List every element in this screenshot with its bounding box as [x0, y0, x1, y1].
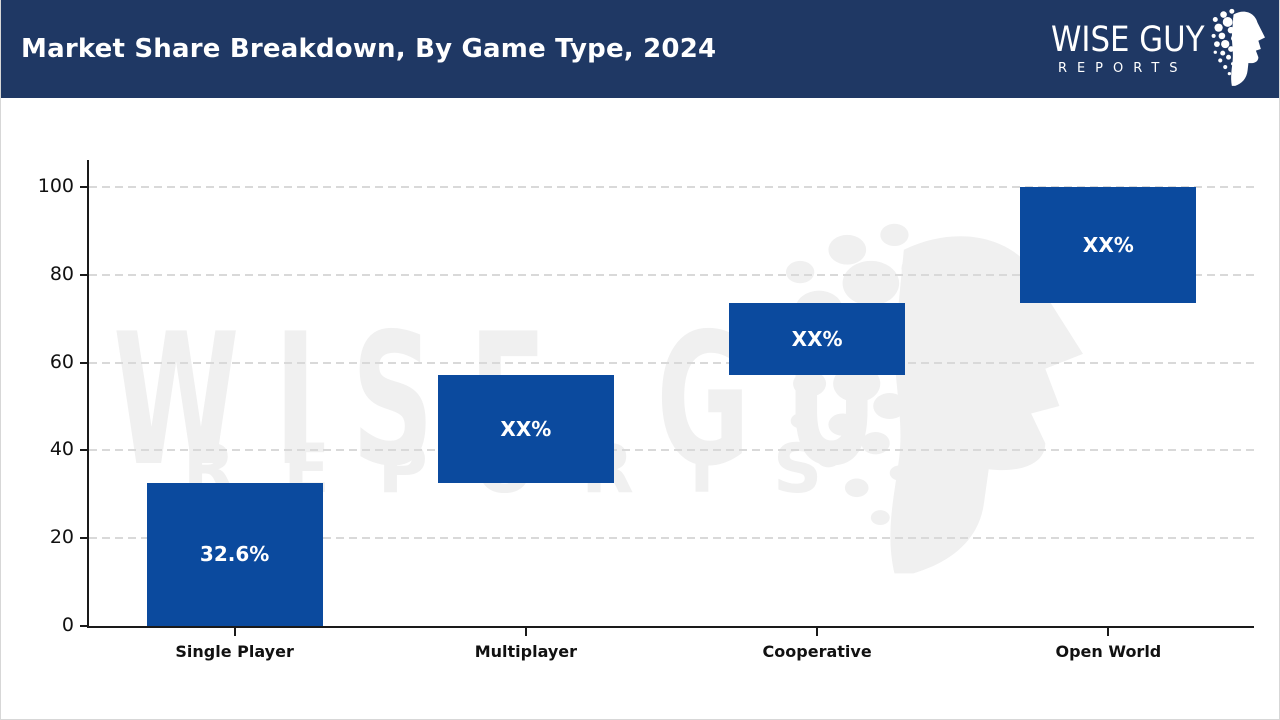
xtick-label-3: Open World [1055, 642, 1162, 661]
gridline-60 [89, 361, 1254, 364]
ytick-0 [80, 625, 89, 627]
wiseguy-logo: WISE GUY REPORTS [1030, 6, 1265, 92]
x-axis-spine [87, 626, 1254, 628]
xtick-label-1: Multiplayer [474, 642, 578, 661]
bar-multiplayer [437, 374, 614, 483]
ytick-label-0: 0 [61, 614, 74, 636]
ytick-20 [80, 537, 89, 540]
y-axis-spine [87, 160, 89, 628]
xtick-2 [816, 628, 819, 636]
ytick-label-100: 100 [37, 175, 74, 197]
logo-subtitle: REPORTS [1057, 60, 1188, 76]
gridline-80 [89, 273, 1254, 276]
logo-text: WISE GUY REPORTS [1030, 22, 1205, 76]
wiseguy-head-icon [1207, 8, 1265, 90]
xtick-3 [1107, 628, 1110, 636]
ytick-label-60: 60 [49, 350, 74, 373]
bar-value-label: XX% [1082, 232, 1134, 257]
bar-value-label: 32.6% [199, 542, 270, 567]
bar-value-label: XX% [500, 416, 552, 441]
ytick-label-80: 80 [49, 262, 74, 285]
xtick-1 [524, 628, 527, 636]
bar-single-player [146, 482, 323, 626]
chart-title: Market Share Breakdown, By Game Type, 20… [21, 34, 717, 64]
gridline-20 [89, 537, 1254, 540]
ytick-60 [80, 361, 89, 364]
xtick-label-0: Single Player [175, 642, 294, 661]
gridline-40 [89, 449, 1254, 452]
xtick-0 [233, 628, 236, 636]
bar-value-label: XX% [791, 326, 843, 351]
ytick-100 [80, 186, 89, 188]
ytick-label-40: 40 [49, 438, 74, 461]
header: Market Share Breakdown, By Game Type, 20… [1, 0, 1279, 98]
logo-name: WISE GUY [1051, 20, 1205, 61]
chart-area: WISE GU REPORTS 02040608010032.6%Single … [1, 98, 1279, 719]
gridline-100 [89, 186, 1254, 188]
ytick-40 [80, 449, 89, 452]
ytick-80 [80, 273, 89, 276]
plot: 0 20 40 60 80 100 32.6% Single Player XX% Multipl… [1, 98, 1279, 719]
xtick-label-2: Cooperative [762, 642, 872, 661]
ytick-label-20: 20 [49, 526, 74, 549]
